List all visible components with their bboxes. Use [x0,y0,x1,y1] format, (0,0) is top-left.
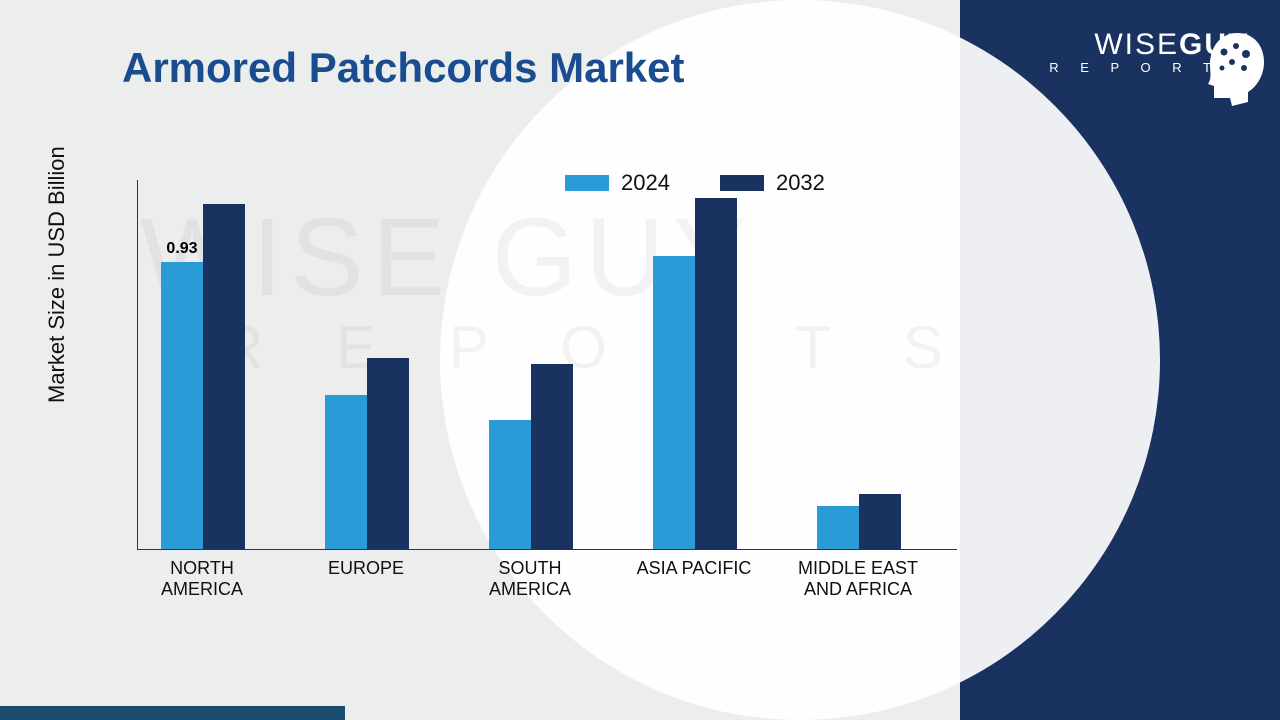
x-axis-label: SOUTH AMERICA [460,558,600,600]
chart-area: 2024 2032 Market Size in USD Billion 0.9… [95,170,975,610]
chart-title: Armored Patchcords Market [122,44,685,92]
bar-2032 [859,494,901,550]
bar-2032 [203,204,245,549]
x-axis-label: ASIA PACIFIC [624,558,764,579]
bar-group [312,358,422,549]
bar-2024 [653,256,695,549]
y-axis-label: Market Size in USD Billion [44,146,70,403]
bar-2032 [695,198,737,550]
bar-group [804,494,914,550]
logo-text-1a: WISE [1094,28,1179,61]
bar-2032 [531,364,573,549]
bar-2024 [489,420,531,550]
plot-area: 0.93 [137,180,957,550]
bar-2024: 0.93 [161,262,203,549]
bar-2024 [817,506,859,549]
bar-value-label: 0.93 [161,240,203,258]
bar-group [640,198,750,550]
bottom-accent-bar [0,706,345,720]
bar-2024 [325,395,367,549]
bar-group [476,364,586,549]
head-icon [1202,28,1272,108]
bar-2032 [367,358,409,549]
x-axis-label: EUROPE [296,558,436,579]
bar-group: 0.93 [148,204,258,549]
x-axis-label: MIDDLE EAST AND AFRICA [788,558,928,600]
x-axis-label: NORTH AMERICA [132,558,272,600]
